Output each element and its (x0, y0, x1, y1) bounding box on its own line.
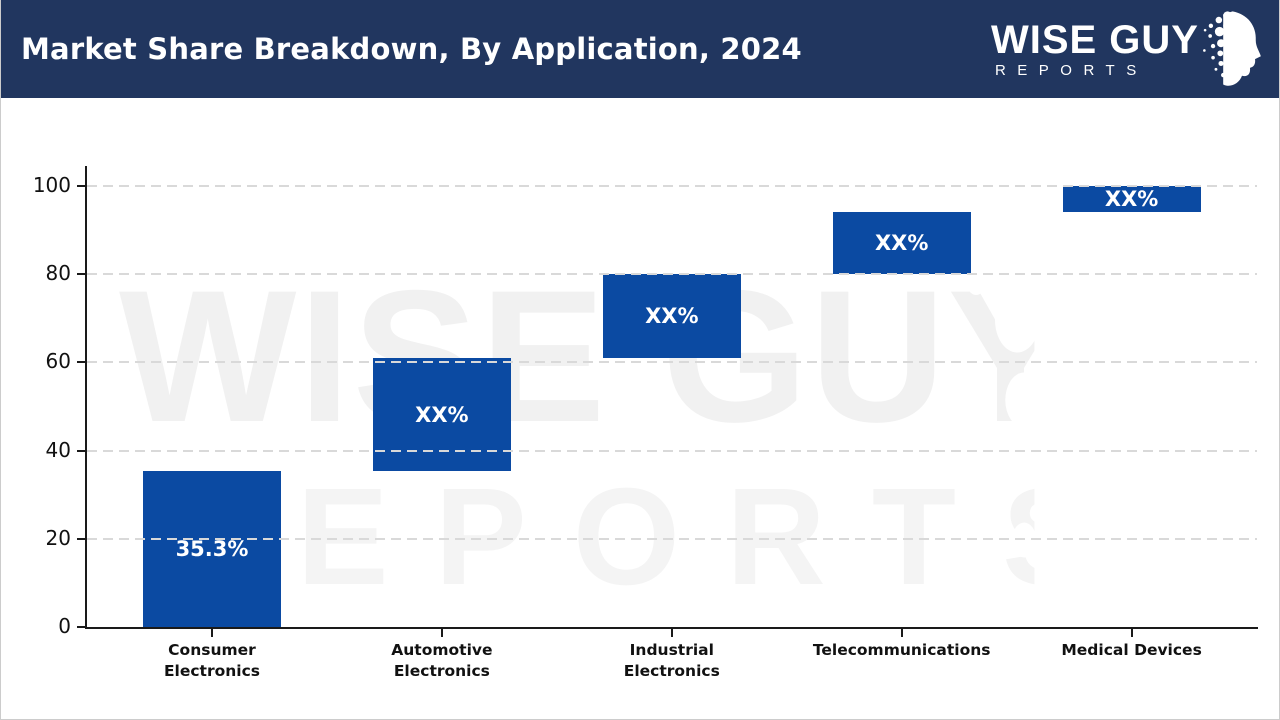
y-tick-mark-100 (77, 185, 86, 187)
x-tick-mark-medical-devices (1130, 628, 1133, 637)
bar-value-label-consumer-electronics: 35.3% (175, 537, 249, 562)
chart-title: Market Share Breakdown, By Application, … (21, 32, 802, 66)
y-tick-mark-0 (77, 626, 86, 628)
gridline-60 (87, 361, 1257, 364)
category-label-automotive-electronics: Automotive Electronics (391, 641, 493, 680)
header-bar: Market Share Breakdown, By Application, … (1, 0, 1279, 98)
y-tick-label-0: 0 (58, 614, 71, 638)
y-tick-mark-40 (77, 449, 86, 452)
y-tick-mark-20 (77, 537, 86, 540)
bar-telecommunications: XX% (832, 212, 971, 275)
watermark-subtext: REPORTS (151, 460, 1141, 614)
bar-value-label-telecommunications: XX% (874, 231, 929, 256)
y-tick-label-100: 100 (32, 173, 71, 197)
bar-industrial-electronics: XX% (602, 274, 741, 358)
category-label-medical-devices: Medical Devices (1061, 641, 1202, 659)
bar-consumer-electronics: 35.3% (143, 471, 281, 627)
bar-medical-devices: XX% (1062, 186, 1201, 213)
category-label-telecommunications: Telecommunications (812, 641, 991, 659)
gridline-100 (87, 185, 1257, 187)
y-tick-label-60: 60 (45, 349, 71, 374)
y-tick-label-80: 80 (45, 261, 71, 286)
gridline-40 (87, 449, 1257, 452)
gridline-20 (87, 537, 1257, 540)
category-label-industrial-electronics: Industrial Electronics (623, 641, 720, 680)
bar-value-label-industrial-electronics: XX% (645, 304, 699, 329)
bar-value-label-automotive-electronics: XX% (415, 402, 469, 427)
x-tick-mark-industrial-electronics (670, 628, 673, 637)
category-label-consumer-electronics: Consumer Electronics (163, 641, 261, 680)
bar-value-label-medical-devices: XX% (1104, 187, 1159, 212)
wise-guy-reports-logo: WISE GUY REPORTS (991, 8, 1263, 90)
y-tick-mark-80 (77, 273, 86, 276)
y-axis-line (85, 166, 87, 629)
x-tick-mark-telecommunications (900, 628, 903, 637)
y-tick-label-40: 40 (45, 437, 71, 462)
logo-wordmark: WISE GUY (990, 17, 1199, 62)
bar-automotive-electronics: XX% (372, 357, 511, 472)
y-tick-label-20: 20 (45, 525, 71, 550)
dotted-face-icon (1203, 11, 1261, 86)
x-tick-mark-consumer-electronics (211, 628, 213, 637)
y-tick-mark-60 (77, 361, 86, 364)
gridline-80 (87, 273, 1257, 276)
x-tick-mark-automotive-electronics (440, 628, 443, 637)
logo-subtext: REPORTS (994, 61, 1148, 79)
watermark-wordmark: WISE GUY (119, 251, 1076, 461)
